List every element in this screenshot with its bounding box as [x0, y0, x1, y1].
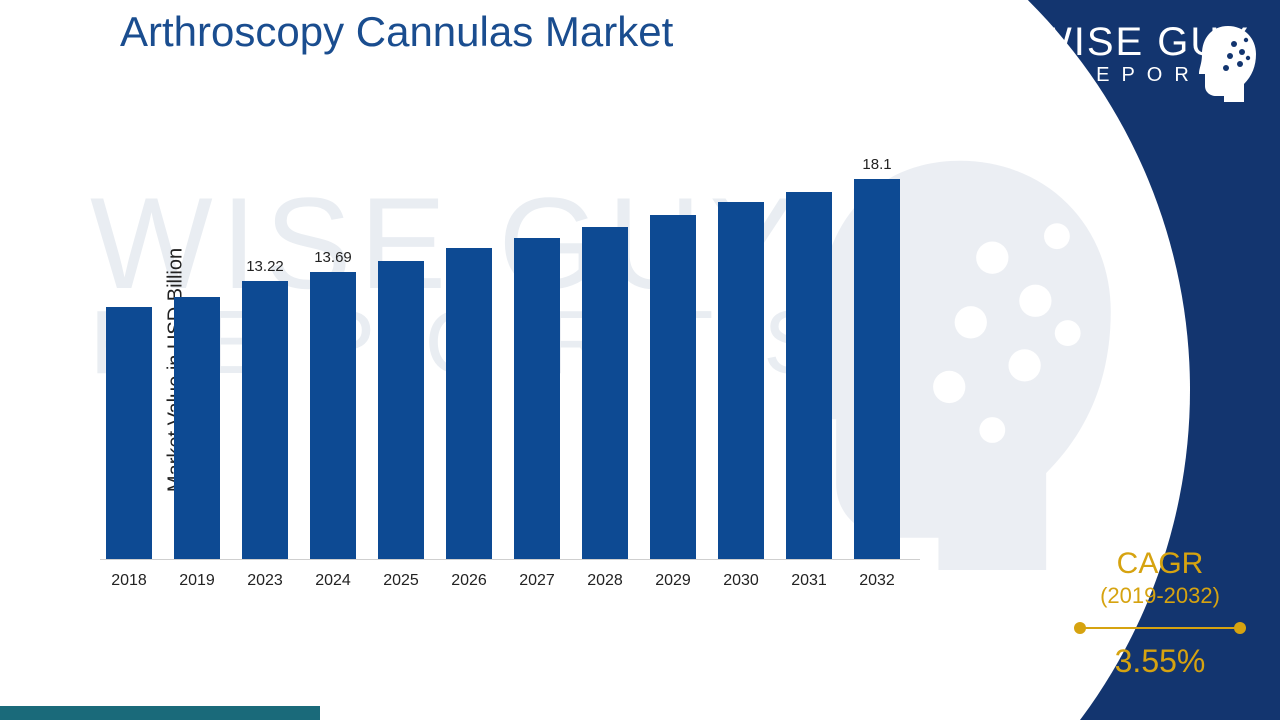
- bar: [650, 215, 696, 559]
- bar: [446, 248, 492, 559]
- bar: [854, 179, 900, 559]
- cagr-title: CAGR: [1040, 547, 1280, 581]
- x-category-label: 2025: [383, 572, 419, 590]
- bar: [582, 227, 628, 559]
- bar-value-label: 13.69: [293, 249, 373, 266]
- head-icon: [1198, 24, 1258, 102]
- bar: [106, 307, 152, 559]
- bar-value-label: 18.1: [837, 156, 917, 173]
- bar: [718, 202, 764, 559]
- cagr-period: (2019-2032): [1040, 583, 1280, 609]
- x-category-label: 2029: [655, 572, 691, 590]
- chart-title: Arthroscopy Cannulas Market: [120, 8, 673, 56]
- x-category-label: 2026: [451, 572, 487, 590]
- bar: [514, 238, 560, 559]
- x-category-label: 2028: [587, 572, 623, 590]
- bar: [310, 272, 356, 559]
- x-category-label: 2018: [111, 572, 147, 590]
- bottom-accent-strip: [0, 706, 320, 720]
- bar: [174, 297, 220, 560]
- bar-chart: Market Value in USD Billion 13.2213.6918…: [60, 140, 920, 600]
- cagr-box: CAGR (2019-2032) 3.55%: [1040, 547, 1280, 680]
- cagr-value: 3.55%: [1040, 643, 1280, 680]
- x-category-label: 2027: [519, 572, 555, 590]
- x-category-label: 2032: [859, 572, 895, 590]
- x-category-label: 2030: [723, 572, 759, 590]
- cagr-divider: [1080, 627, 1240, 629]
- x-category-label: 2019: [179, 572, 215, 590]
- x-category-label: 2023: [247, 572, 283, 590]
- x-category-label: 2031: [791, 572, 827, 590]
- x-category-label: 2024: [315, 572, 351, 590]
- infographic-canvas: WISE GUY REPORTS WISE GUY REPORTS Arthro…: [0, 0, 1280, 720]
- bar: [242, 281, 288, 559]
- bar: [786, 192, 832, 560]
- brand-logo: WISE GUY REPORTS: [1034, 22, 1250, 87]
- plot-area: 13.2213.6918.1: [100, 140, 920, 560]
- bar: [378, 261, 424, 559]
